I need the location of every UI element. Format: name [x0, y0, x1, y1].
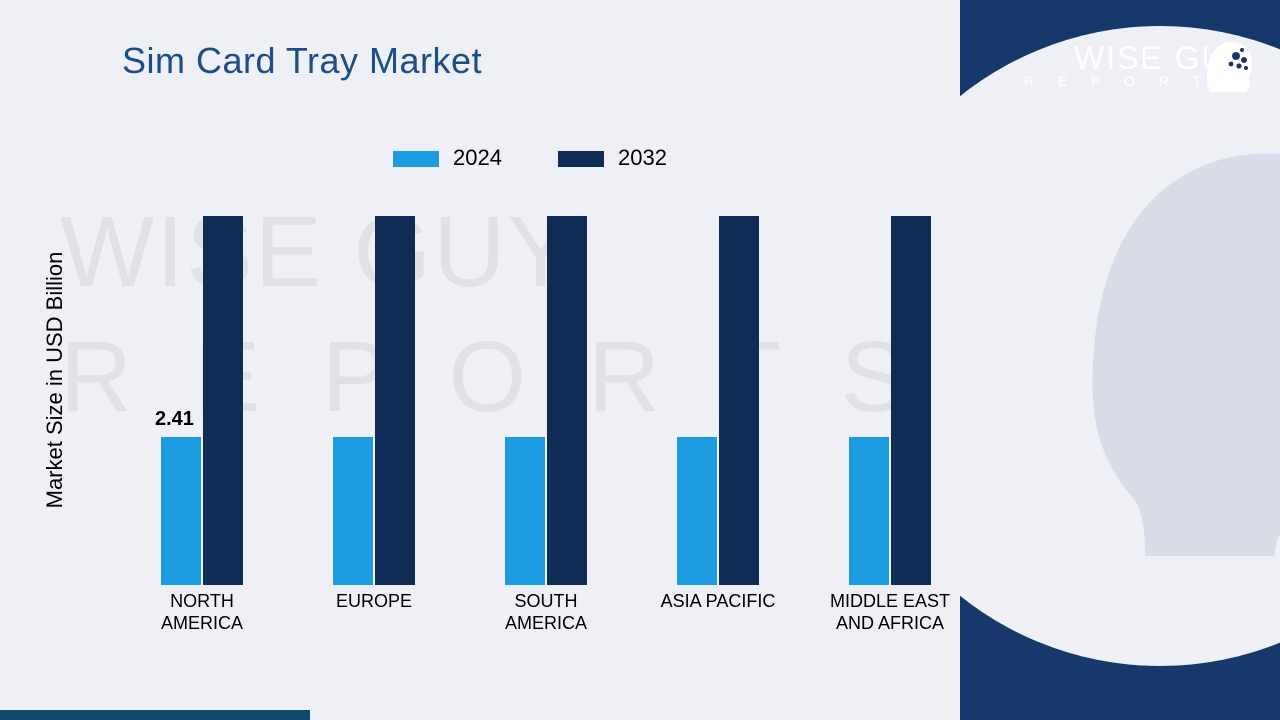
bar-group: NORTH AMERICA — [144, 185, 260, 585]
bar-group: EUROPE — [316, 185, 432, 585]
logo-head-icon — [1202, 38, 1256, 92]
bar — [203, 216, 243, 585]
bar-group: SOUTH AMERICA — [488, 185, 604, 585]
category-label: SOUTH AMERICA — [476, 591, 616, 634]
category-label: NORTH AMERICA — [132, 591, 272, 634]
chart-title: Sim Card Tray Market — [122, 40, 482, 82]
y-axis-label: Market Size in USD Billion — [42, 252, 68, 509]
head-silhouette-icon — [1070, 136, 1280, 556]
chart-area: 20242032 Market Size in USD Billion NORT… — [100, 145, 960, 615]
bar — [547, 216, 587, 585]
bottom-strip — [0, 710, 310, 720]
brand-logo: WISE GUY R E P O R T S — [1024, 40, 1250, 89]
legend-swatch — [558, 151, 604, 167]
bar — [891, 216, 931, 585]
category-label: EUROPE — [304, 591, 444, 613]
value-label: 2.41 — [155, 408, 194, 431]
bar — [849, 437, 889, 585]
legend-swatch — [393, 151, 439, 167]
legend-label: 2024 — [453, 145, 502, 170]
bar-group: MIDDLE EAST AND AFRICA — [832, 185, 948, 585]
bar — [375, 216, 415, 585]
bar — [719, 216, 759, 585]
legend-item: 2032 — [558, 145, 667, 171]
legend-label: 2032 — [618, 145, 667, 170]
category-label: MIDDLE EAST AND AFRICA — [820, 591, 960, 634]
bar — [161, 437, 201, 585]
bar — [677, 437, 717, 585]
bar — [505, 437, 545, 585]
bar — [333, 437, 373, 585]
bar-group: ASIA PACIFIC — [660, 185, 776, 585]
chart-page: WISE GUY R E P O R T S WISE GUY R E P O … — [0, 0, 1280, 720]
legend-item: 2024 — [393, 145, 502, 171]
legend: 2024 2032 — [100, 145, 960, 171]
category-label: ASIA PACIFIC — [648, 591, 788, 613]
plot-area: NORTH AMERICA EUROPE SOUTH AMERICA ASIA PAC… — [136, 185, 960, 585]
